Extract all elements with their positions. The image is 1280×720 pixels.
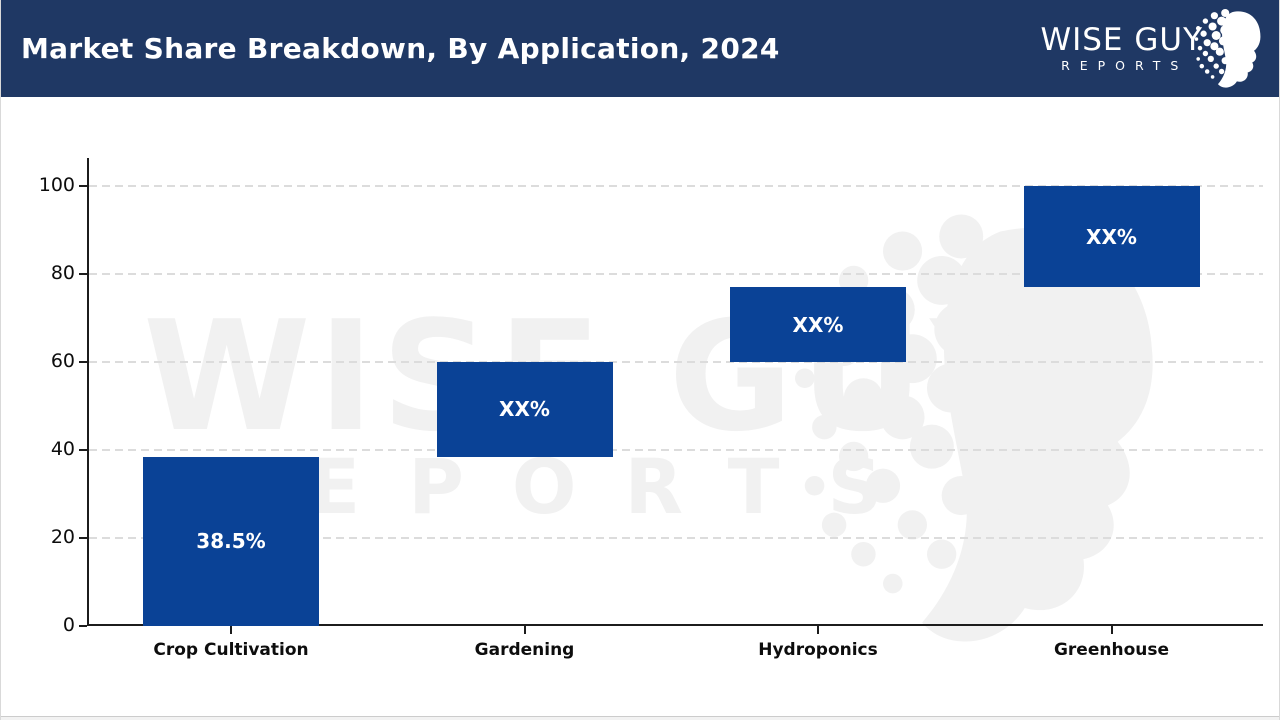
y-tick-mark-60 <box>79 361 87 363</box>
x-tick-mark-1 <box>230 626 232 634</box>
y-tick-label: 60 <box>50 350 75 372</box>
y-tick-label: 80 <box>50 262 75 284</box>
x-tick-mark-2 <box>523 626 526 634</box>
x-tick-mark-4 <box>1110 626 1113 634</box>
chart-title: Market Share Breakdown, By Application, … <box>21 32 780 65</box>
gridline-60 <box>89 361 1263 363</box>
bottom-edge <box>1 717 1279 720</box>
gridline-20 <box>89 537 1263 539</box>
y-tick-mark-20 <box>79 537 87 539</box>
y-tick-label: 100 <box>38 174 75 196</box>
bar-crop-cultivation: 38.5% <box>143 456 319 626</box>
x-axis <box>87 624 1263 626</box>
bar-gardening: XX% <box>436 362 613 457</box>
y-axis <box>87 158 89 626</box>
brand-logo-subtitle: REPORTS <box>1061 57 1189 73</box>
gridline-80 <box>89 273 1263 275</box>
bar-value-label: 38.5% <box>196 529 266 554</box>
gridline-40 <box>89 449 1263 451</box>
bottom-divider <box>1 716 1279 717</box>
y-tick-label: 0 <box>62 614 75 636</box>
bar-value-label: XX% <box>792 312 844 337</box>
brand-logo-name: WISE GUY <box>1040 21 1203 58</box>
plot-area: 0 20 40 60 80 100 38.5% XX% XX% XX% Crop Cultivati… <box>39 158 1263 660</box>
header-bar: Market Share Breakdown, By Application, … <box>1 0 1279 97</box>
y-tick-label: 20 <box>50 526 75 548</box>
bar-greenhouse: XX% <box>1023 186 1200 288</box>
y-tick-mark-0 <box>79 625 87 627</box>
x-axis-category-label: Hydroponics <box>758 640 878 660</box>
gridline-100 <box>89 185 1263 187</box>
y-tick-label: 40 <box>50 438 75 460</box>
y-tick-mark-40 <box>79 449 87 451</box>
bar-hydroponics: XX% <box>730 287 906 362</box>
x-axis-category-label: Crop Cultivation <box>153 640 309 660</box>
bar-value-label: XX% <box>499 397 550 422</box>
x-axis-category-label: Gardening <box>474 640 575 660</box>
y-tick-mark-80 <box>79 273 87 275</box>
brand-head-icon <box>1191 8 1263 90</box>
brand-logo: WISE GUY REPORTS <box>1040 8 1263 90</box>
x-axis-category-label: Greenhouse <box>1053 640 1170 660</box>
x-tick-mark-3 <box>817 626 819 634</box>
bar-value-label: XX% <box>1086 224 1137 249</box>
y-tick-mark-100 <box>79 185 87 187</box>
